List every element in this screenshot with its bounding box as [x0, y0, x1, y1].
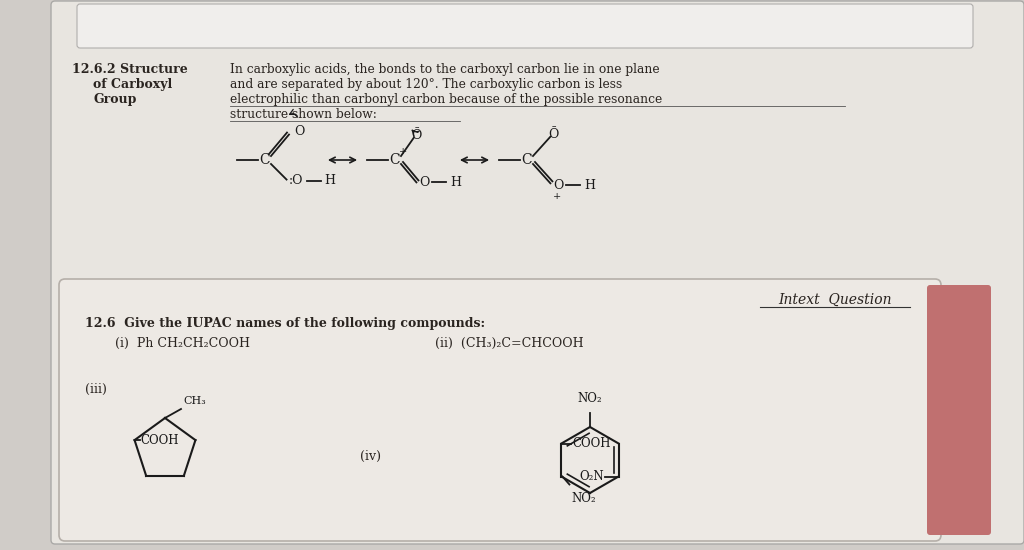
Text: structure shown below:: structure shown below:	[230, 108, 377, 121]
Text: H: H	[451, 176, 462, 189]
Text: (iv): (iv)	[360, 450, 381, 463]
Text: and are separated by about 120°. The carboxylic carbon is less: and are separated by about 120°. The car…	[230, 78, 623, 91]
Text: In carboxylic acids, the bonds to the carboxyl carbon lie in one plane: In carboxylic acids, the bonds to the ca…	[230, 63, 659, 76]
Text: 12.6  Give the IUPAC names of the following compounds:: 12.6 Give the IUPAC names of the followi…	[85, 317, 485, 330]
FancyBboxPatch shape	[77, 4, 973, 48]
Text: Ō: Ō	[548, 128, 558, 141]
Text: 12.6.2 Structure: 12.6.2 Structure	[72, 63, 187, 76]
Text: Intext  Question: Intext Question	[778, 293, 892, 307]
FancyBboxPatch shape	[51, 1, 1024, 544]
FancyBboxPatch shape	[927, 285, 991, 535]
Text: NO₂: NO₂	[571, 492, 596, 504]
Text: C: C	[390, 153, 400, 167]
Text: O: O	[420, 176, 430, 189]
Text: of Carboxyl: of Carboxyl	[93, 78, 172, 91]
Text: O₂N: O₂N	[579, 470, 603, 483]
Text: O: O	[553, 179, 564, 192]
Text: :O: :O	[289, 174, 303, 187]
Text: C: C	[521, 153, 532, 167]
Text: COOH: COOH	[140, 433, 179, 447]
Text: (iii): (iii)	[85, 383, 106, 396]
Text: (ii)  (CH₃)₂C=CHCOOH: (ii) (CH₃)₂C=CHCOOH	[435, 337, 584, 350]
Text: CH₃: CH₃	[183, 396, 206, 406]
Text: electrophilic than carbonyl carbon because of the possible resonance: electrophilic than carbonyl carbon becau…	[230, 93, 663, 106]
Text: H: H	[325, 174, 336, 187]
Text: C: C	[260, 153, 270, 167]
Text: +: +	[553, 192, 561, 201]
FancyBboxPatch shape	[59, 279, 941, 541]
Text: +: +	[399, 147, 408, 157]
Text: NO₂: NO₂	[578, 392, 602, 405]
Text: O: O	[294, 125, 304, 138]
Text: COOH: COOH	[572, 437, 611, 450]
Text: (i)  Ph CH₂CH₂COOH: (i) Ph CH₂CH₂COOH	[115, 337, 250, 350]
Text: Group: Group	[93, 93, 136, 106]
Text: Ō: Ō	[412, 129, 422, 142]
Text: H: H	[585, 179, 595, 192]
